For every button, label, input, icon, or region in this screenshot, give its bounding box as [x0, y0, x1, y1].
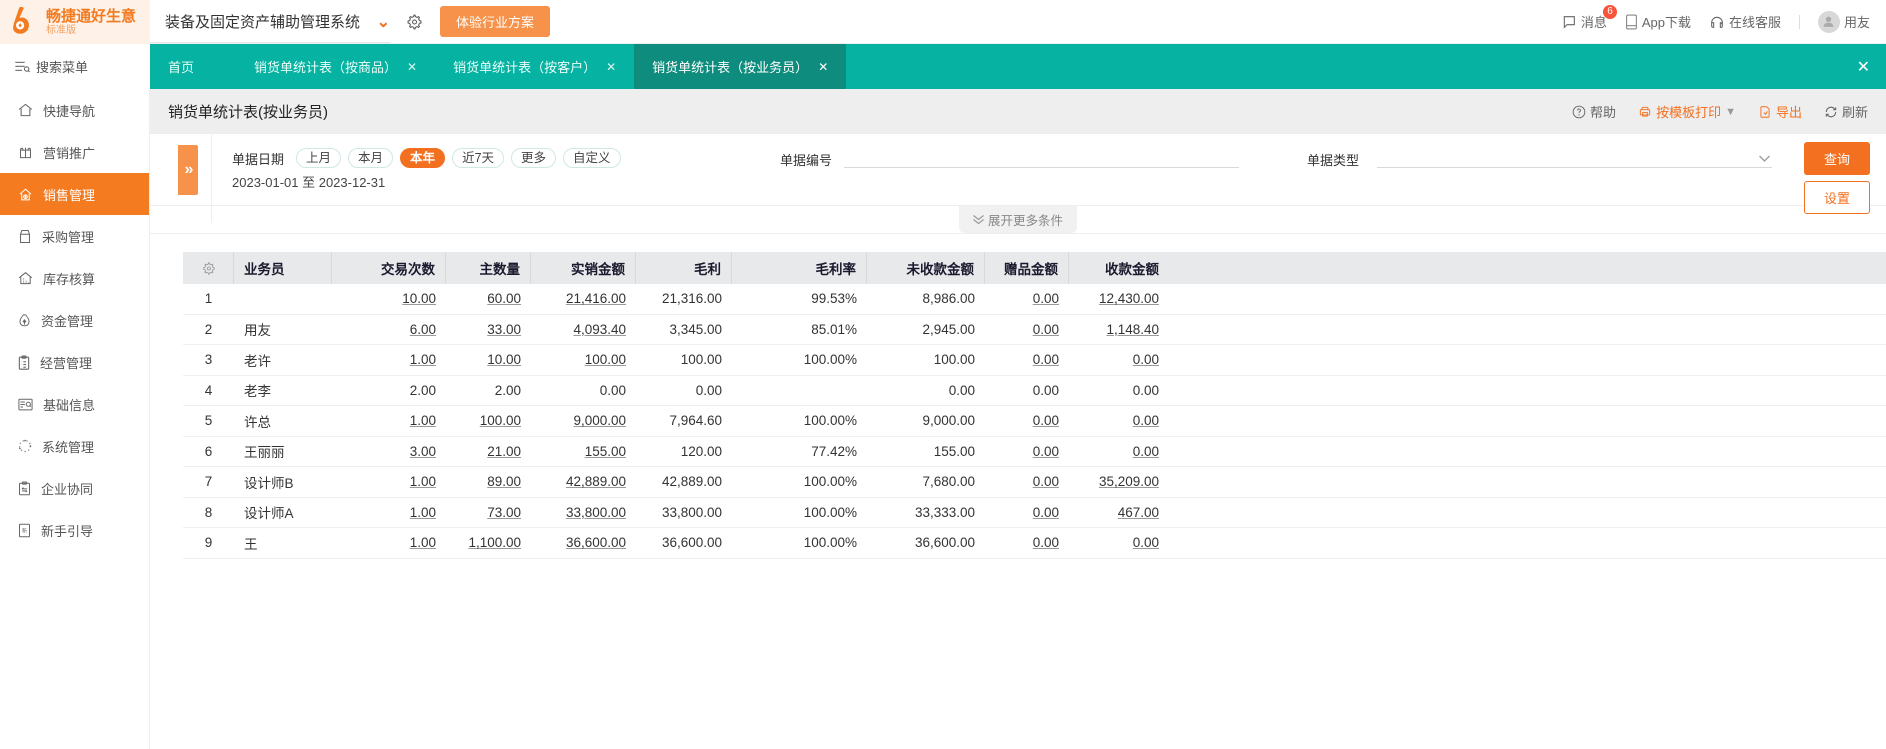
svg-text:新: 新 — [22, 527, 27, 534]
